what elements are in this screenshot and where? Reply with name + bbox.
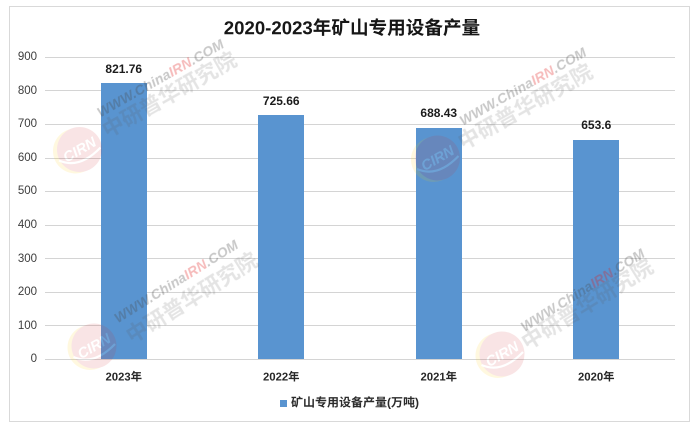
svg-text:WWW.ChinaIRN.COM: WWW.ChinaIRN.COM [518,246,648,335]
svg-text:WWW.ChinaIRN.COM: WWW.ChinaIRN.COM [457,45,589,129]
